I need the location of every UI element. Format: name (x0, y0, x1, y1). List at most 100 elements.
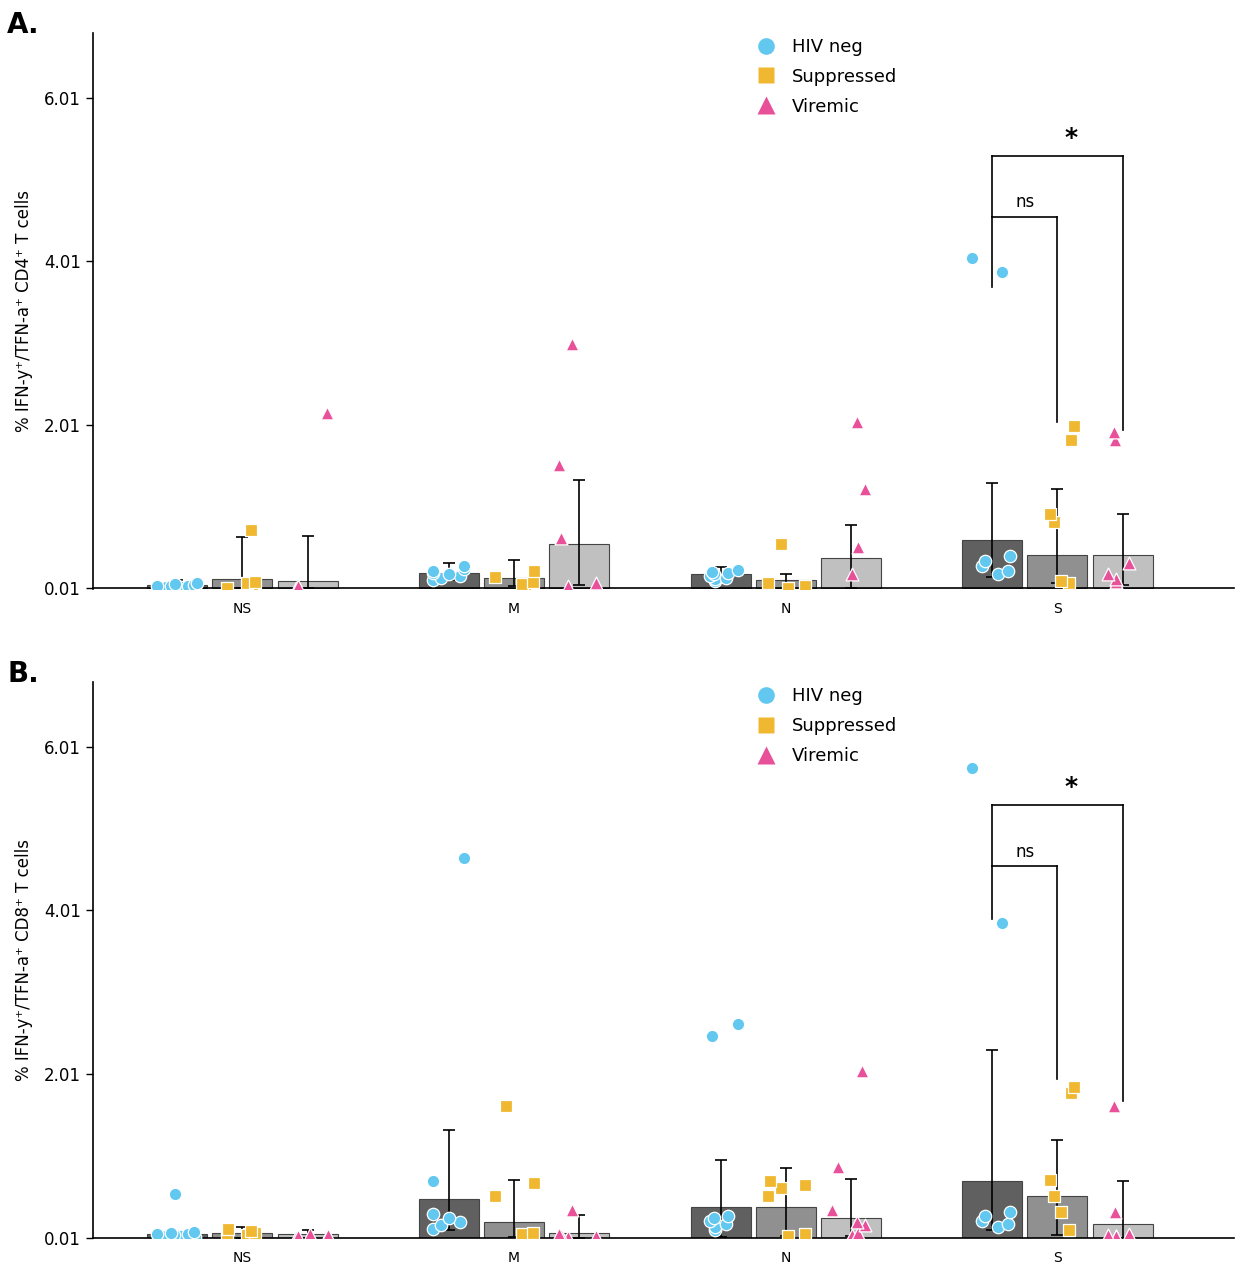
Point (523, 572, 543, 593)
Point (998, 561, 1018, 581)
Bar (418, 1199, 478, 1238)
Point (550, 454, 570, 475)
Point (216, 1226, 236, 1247)
Point (165, 1183, 185, 1203)
Point (523, 561, 543, 581)
Point (438, 1208, 458, 1229)
Point (1064, 1076, 1084, 1097)
Point (485, 567, 505, 588)
Y-axis label: % IFN-y⁺/TFN-a⁺ CD8⁺ T cells: % IFN-y⁺/TFN-a⁺ CD8⁺ T cells (15, 840, 32, 1082)
Point (778, 577, 798, 598)
Point (852, 1061, 872, 1082)
Point (1059, 572, 1079, 593)
Point (161, 1222, 181, 1243)
Point (496, 1096, 516, 1116)
Point (301, 1224, 321, 1244)
Point (171, 576, 191, 596)
Point (1064, 415, 1084, 435)
Point (728, 559, 748, 580)
Point (992, 913, 1012, 933)
Bar (1028, 554, 1088, 589)
Point (1044, 1185, 1064, 1206)
Point (1040, 1170, 1060, 1190)
Point (156, 577, 176, 598)
Point (453, 847, 473, 868)
Text: ns: ns (1015, 842, 1034, 860)
Point (974, 550, 994, 571)
Bar (550, 544, 610, 589)
Point (778, 1226, 798, 1247)
Point (822, 1199, 842, 1220)
Point (847, 411, 867, 431)
Point (550, 1224, 570, 1244)
Point (317, 1225, 337, 1245)
Point (702, 1025, 722, 1046)
Point (1107, 570, 1127, 590)
Bar (147, 585, 207, 589)
Point (216, 579, 236, 599)
Bar (821, 558, 881, 589)
Point (245, 572, 265, 593)
Point (289, 1226, 309, 1247)
Point (562, 1199, 582, 1220)
Point (794, 1224, 814, 1244)
Bar (1093, 1224, 1153, 1238)
Point (973, 1211, 993, 1231)
Point (161, 575, 181, 595)
Bar (485, 1222, 545, 1238)
Point (1119, 1224, 1139, 1244)
Point (704, 571, 724, 591)
Point (217, 1219, 237, 1239)
Point (1104, 1096, 1124, 1116)
Point (317, 403, 337, 424)
Point (1105, 430, 1125, 451)
Point (286, 1226, 306, 1247)
Bar (1028, 1196, 1088, 1238)
Point (716, 1213, 736, 1234)
Point (1105, 1202, 1125, 1222)
Point (512, 1224, 532, 1244)
Point (962, 247, 982, 268)
Point (187, 573, 207, 594)
Point (847, 1212, 867, 1233)
Point (431, 1215, 451, 1235)
Point (718, 1206, 738, 1226)
Point (794, 576, 814, 596)
Text: *: * (1064, 776, 1078, 799)
Point (147, 576, 167, 596)
Point (758, 573, 778, 594)
Bar (1093, 554, 1153, 589)
Point (451, 566, 471, 586)
Point (706, 1217, 726, 1238)
Point (286, 577, 306, 598)
Point (1105, 572, 1125, 593)
Point (317, 1225, 337, 1245)
Point (241, 1221, 261, 1242)
Point (848, 536, 868, 557)
Point (185, 1226, 205, 1247)
Point (171, 1225, 191, 1245)
Y-axis label: % IFN-y⁺/TFN-a⁺ CD4⁺ T cells: % IFN-y⁺/TFN-a⁺ CD4⁺ T cells (15, 189, 32, 431)
Bar (756, 580, 816, 589)
Point (1119, 553, 1139, 573)
Point (699, 1211, 719, 1231)
Point (184, 575, 204, 595)
Bar (821, 1219, 881, 1238)
Point (771, 1178, 791, 1198)
Point (703, 564, 723, 585)
Point (998, 1213, 1018, 1234)
Point (177, 1224, 197, 1244)
Point (702, 562, 722, 582)
Point (523, 1222, 543, 1243)
Point (1060, 430, 1080, 451)
Bar (277, 1234, 337, 1238)
Point (562, 334, 582, 355)
Point (699, 566, 719, 586)
Bar (550, 1233, 610, 1238)
Point (164, 1225, 184, 1245)
Point (242, 576, 262, 596)
Point (289, 576, 309, 596)
Point (794, 1174, 814, 1194)
Point (988, 1217, 1008, 1238)
Point (317, 1226, 337, 1247)
